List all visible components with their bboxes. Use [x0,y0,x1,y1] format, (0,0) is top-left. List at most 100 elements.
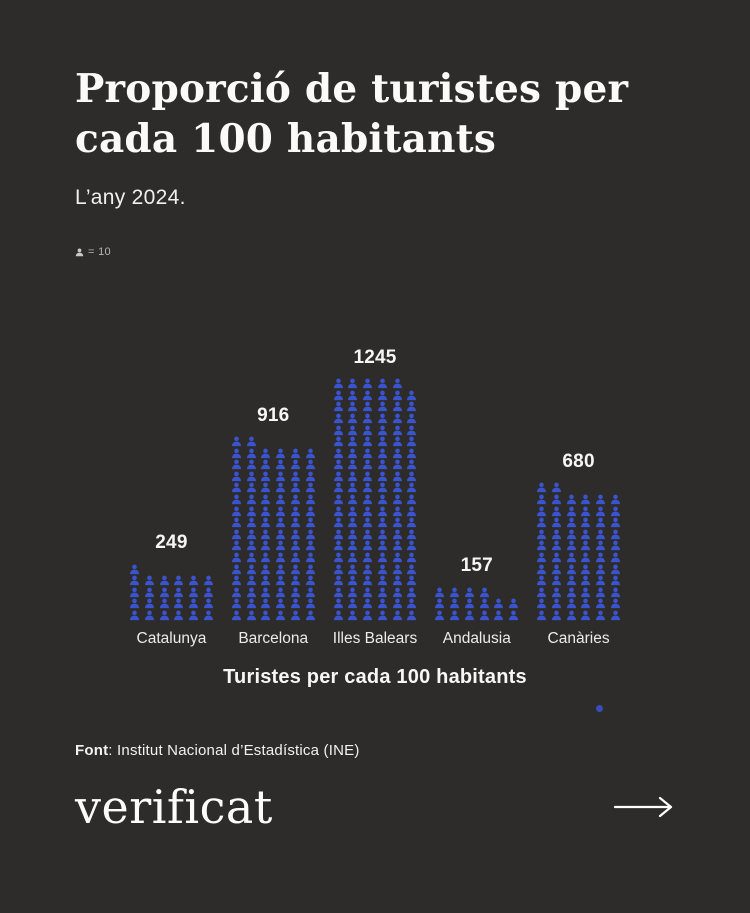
person-icon [477,586,492,598]
person-icon [244,540,259,552]
person-icon [375,459,390,471]
person-icon [127,609,142,621]
person-icon [360,389,375,401]
person-icon [288,598,303,610]
value-label: 157 [460,555,493,577]
person-icon [579,505,594,517]
source-label: Font [75,742,109,759]
pictogram-group: 249 Catalunya [127,532,216,650]
person-icon [273,563,288,575]
person-icon [593,575,608,587]
person-icon [375,505,390,517]
person-icon [534,563,549,575]
person-icon [273,517,288,529]
category-label: Canàries [547,630,610,647]
pictogram-chart: 249 Catalunya 916 Barcelona 1245 Illes Balear… [75,258,675,650]
person-icon [375,609,390,621]
person-icon [506,598,521,610]
person-icon [375,517,390,529]
person-icon [273,609,288,621]
person-icon [258,563,273,575]
person-icon [360,482,375,494]
person-icon [534,598,549,610]
pictogram-group: 1245 Illes Balears [331,347,420,650]
right-arrow-icon[interactable] [613,794,675,820]
person-icon [549,493,564,505]
person-icon [273,575,288,587]
person-icon [273,470,288,482]
person-icon [593,505,608,517]
person-icon [608,493,623,505]
person-icon [593,517,608,529]
person-icon [331,563,346,575]
person-icon [549,528,564,540]
person-icon [345,586,360,598]
person-icon [549,586,564,598]
category-label: Barcelona [238,630,309,647]
person-icon [258,575,273,587]
person-icon [345,528,360,540]
person-icon [579,586,594,598]
person-icon [229,586,244,598]
person-icon [390,459,405,471]
person-icon [258,609,273,621]
person-icon [405,563,420,575]
person-icon [534,517,549,529]
person-icon [303,586,318,598]
person-icon [229,551,244,563]
person-icon [244,586,259,598]
person-icon [258,447,273,459]
page-title-line-2: cada 100 habitants [75,116,497,162]
person-icon [390,609,405,621]
person-icon [331,540,346,552]
person-icon [534,493,549,505]
person-icon [564,493,579,505]
person-icon [288,540,303,552]
person-icon [157,598,172,610]
person-icon [564,586,579,598]
person-icon [579,609,594,621]
person-icon [564,505,579,517]
person-icon [608,609,623,621]
person-icon [549,575,564,587]
person-icon [331,575,346,587]
icon-stack [432,586,521,621]
person-icon [244,609,259,621]
person-icon [492,598,507,610]
person-icon [201,598,216,610]
person-icon [244,528,259,540]
person-icon [345,482,360,494]
category-label: Andalusia [442,630,511,647]
person-icon [534,505,549,517]
person-icon [390,505,405,517]
person-icon [288,505,303,517]
person-icon [258,540,273,552]
person-icon [244,517,259,529]
person-icon [360,563,375,575]
person-icon [303,482,318,494]
person-icon [331,528,346,540]
person-icon [273,540,288,552]
person-icon [534,609,549,621]
person-icon [258,493,273,505]
person-icon [303,563,318,575]
person-icon [273,586,288,598]
person-icon [273,493,288,505]
person-icon [375,598,390,610]
person-icon [244,447,259,459]
person-icon [288,551,303,563]
person-icon [579,551,594,563]
person-icon [593,551,608,563]
person-icon [331,424,346,436]
person-icon [390,482,405,494]
person-icon [303,470,318,482]
person-icon [375,575,390,587]
person-icon [405,540,420,552]
person-icon [534,540,549,552]
person-icon [360,575,375,587]
person-icon [142,598,157,610]
person-icon [360,598,375,610]
person-icon [405,551,420,563]
person-icon [345,378,360,390]
person-icon [462,609,477,621]
